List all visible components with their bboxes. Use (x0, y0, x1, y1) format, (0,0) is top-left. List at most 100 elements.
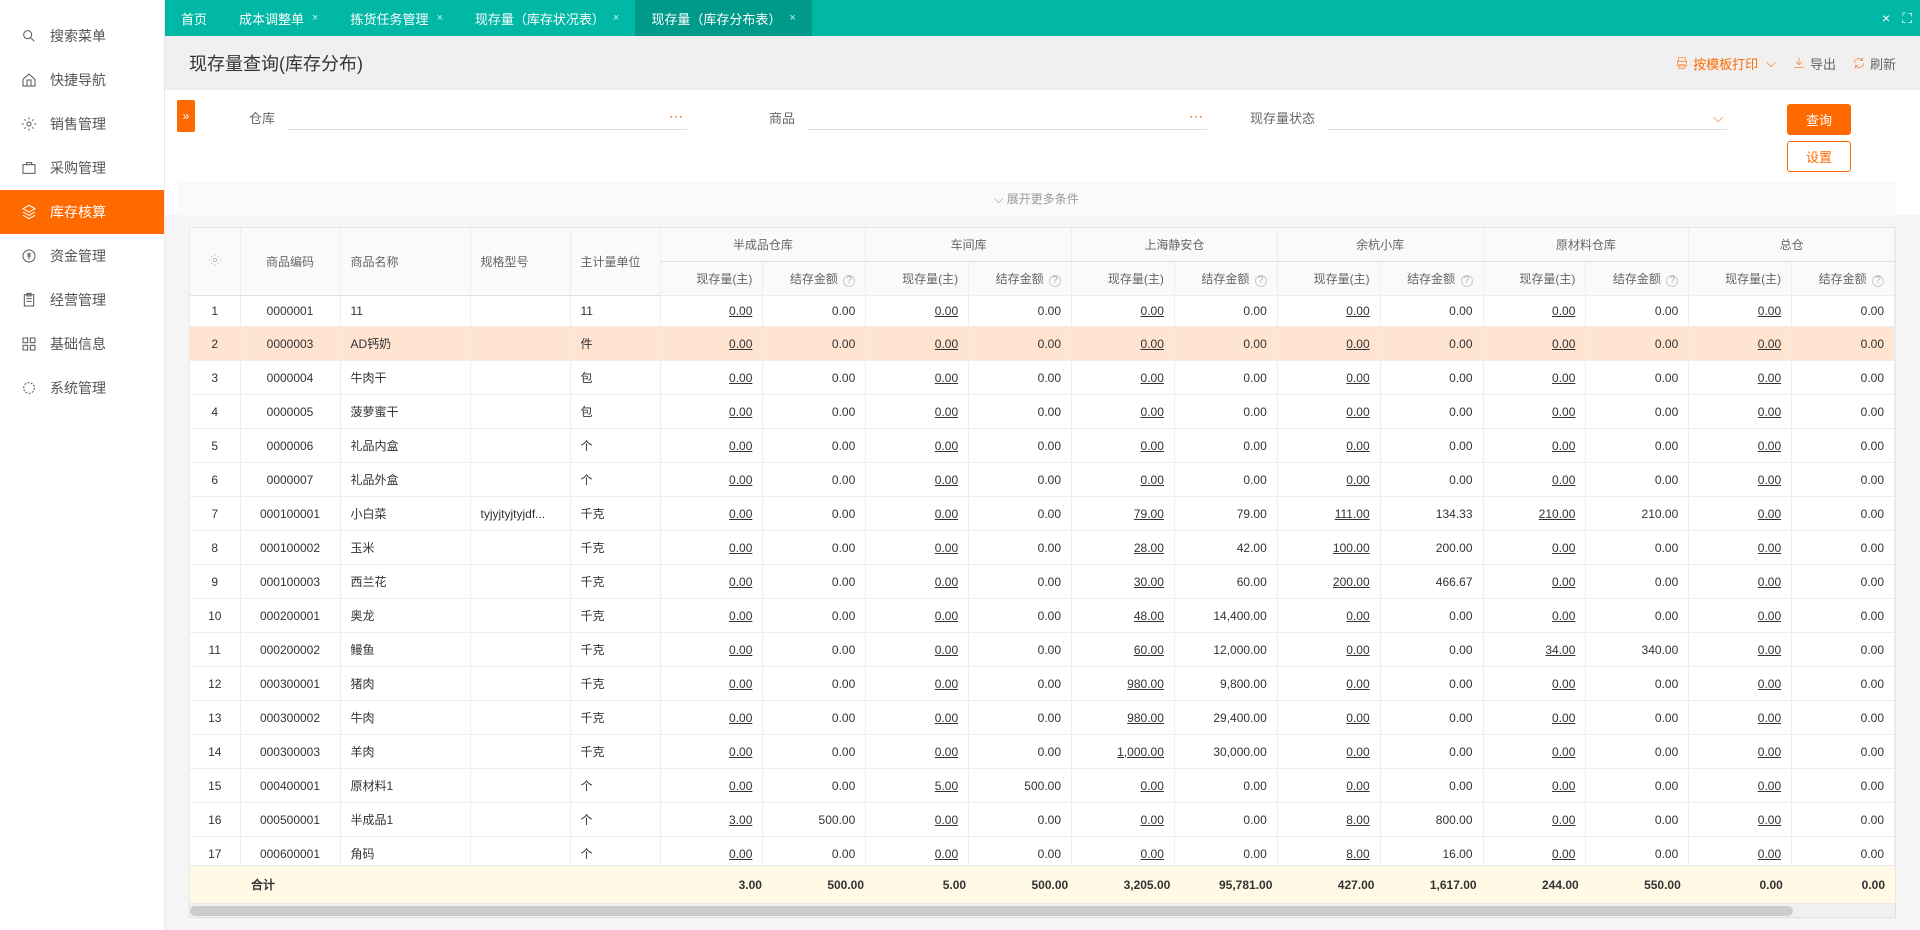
cell-value[interactable]: 0.00 (660, 296, 763, 327)
table-row[interactable]: 7000100001小白菜tyjyjtyjtyjdf...千克0.000.000… (190, 497, 1895, 531)
cell-value[interactable]: 0.00 (660, 429, 763, 463)
cell-value[interactable]: 0.00 (1689, 769, 1792, 803)
cell-value[interactable]: 0.00 (866, 395, 969, 429)
cell-value[interactable]: 0.00 (866, 633, 969, 667)
cell-value[interactable]: 0.00 (1483, 701, 1586, 735)
cell-value[interactable]: 8.00 (1277, 837, 1380, 867)
cell-value[interactable]: 0.00 (866, 803, 969, 837)
cell-value[interactable]: 0.00 (1277, 667, 1380, 701)
help-icon[interactable]: ? (1049, 275, 1061, 287)
cell-value[interactable]: 0.00 (1689, 395, 1792, 429)
cell-value[interactable]: 0.00 (660, 361, 763, 395)
tab-4[interactable]: 现存量（库存分布表）× (635, 0, 811, 36)
scroll-thumb[interactable] (190, 906, 1793, 916)
cell-value[interactable]: 0.00 (1072, 837, 1175, 867)
help-icon[interactable]: ? (1255, 275, 1267, 287)
cell-value[interactable]: 0.00 (660, 463, 763, 497)
cell-value[interactable]: 0.00 (1689, 296, 1792, 327)
sidebar-item-4[interactable]: 库存核算 (0, 190, 164, 234)
table-row[interactable]: 9000100003西兰花千克0.000.000.000.0030.0060.0… (190, 565, 1895, 599)
table-row[interactable]: 10000200001奥龙千克0.000.000.000.0048.0014,4… (190, 599, 1895, 633)
cell-value[interactable]: 0.00 (1072, 803, 1175, 837)
more-icon[interactable]: ⋯ (1189, 108, 1203, 125)
cell-value[interactable]: 0.00 (1689, 531, 1792, 565)
sidebar-item-8[interactable]: 系统管理 (0, 366, 164, 410)
cell-value[interactable]: 0.00 (1483, 327, 1586, 361)
cell-value[interactable]: 0.00 (866, 735, 969, 769)
cell-value[interactable]: 0.00 (1483, 463, 1586, 497)
cell-value[interactable]: 0.00 (866, 327, 969, 361)
cell-value[interactable]: 0.00 (660, 837, 763, 867)
cell-value[interactable]: 0.00 (660, 327, 763, 361)
cell-value[interactable]: 0.00 (1483, 769, 1586, 803)
cell-value[interactable]: 210.00 (1483, 497, 1586, 531)
cell-value[interactable]: 0.00 (1072, 429, 1175, 463)
horizontal-scrollbar[interactable] (189, 904, 1896, 918)
settings-button[interactable]: 设置 (1787, 141, 1851, 172)
sidebar-item-3[interactable]: 采购管理 (0, 146, 164, 190)
cell-value[interactable]: 0.00 (866, 565, 969, 599)
cell-value[interactable]: 0.00 (660, 531, 763, 565)
cell-value[interactable]: 0.00 (1483, 429, 1586, 463)
cell-value[interactable]: 0.00 (866, 429, 969, 463)
query-button[interactable]: 查询 (1787, 104, 1851, 135)
close-icon[interactable]: × (789, 12, 795, 24)
cell-value[interactable]: 0.00 (1689, 735, 1792, 769)
cell-value[interactable]: 0.00 (866, 667, 969, 701)
cell-value[interactable]: 0.00 (1277, 735, 1380, 769)
cell-value[interactable]: 0.00 (1689, 633, 1792, 667)
cell-value[interactable]: 0.00 (1483, 361, 1586, 395)
tab-1[interactable]: 成本调整单× (223, 0, 334, 36)
cell-value[interactable]: 0.00 (1483, 803, 1586, 837)
sidebar-item-2[interactable]: 销售管理 (0, 102, 164, 146)
cell-value[interactable]: 0.00 (1483, 531, 1586, 565)
cell-value[interactable]: 0.00 (1689, 327, 1792, 361)
cell-value[interactable]: 0.00 (1689, 463, 1792, 497)
help-icon[interactable]: ? (1461, 275, 1473, 287)
cell-value[interactable]: 0.00 (1483, 735, 1586, 769)
table-row[interactable]: 17000600001角码个0.000.000.000.000.000.008.… (190, 837, 1895, 867)
tab-3[interactable]: 现存量（库存状况表）× (459, 0, 635, 36)
help-icon[interactable]: ? (1872, 275, 1884, 287)
sidebar-item-7[interactable]: 基础信息 (0, 322, 164, 366)
cell-value[interactable]: 0.00 (1689, 565, 1792, 599)
cell-value[interactable]: 0.00 (1483, 395, 1586, 429)
cell-value[interactable]: 0.00 (1072, 463, 1175, 497)
cell-value[interactable]: 8.00 (1277, 803, 1380, 837)
cell-value[interactable]: 0.00 (1689, 837, 1792, 867)
cell-value[interactable]: 0.00 (866, 599, 969, 633)
cell-value[interactable]: 34.00 (1483, 633, 1586, 667)
table-row[interactable]: 15000400001原材料1个0.000.005.00500.000.000.… (190, 769, 1895, 803)
cell-value[interactable]: 0.00 (660, 701, 763, 735)
cell-value[interactable]: 0.00 (1277, 395, 1380, 429)
cell-value[interactable]: 0.00 (660, 633, 763, 667)
cell-value[interactable]: 0.00 (1277, 633, 1380, 667)
cell-value[interactable]: 0.00 (660, 599, 763, 633)
refresh-button[interactable]: 刷新 (1852, 54, 1896, 73)
tab-0[interactable]: 首页 (165, 0, 223, 36)
product-input[interactable]: ⋯ (807, 104, 1207, 130)
cell-value[interactable]: 0.00 (1689, 667, 1792, 701)
cell-value[interactable]: 79.00 (1072, 497, 1175, 531)
table-row[interactable]: 12000300001猪肉千克0.000.000.000.00980.009,8… (190, 667, 1895, 701)
cell-value[interactable]: 0.00 (866, 361, 969, 395)
cell-value[interactable]: 0.00 (1277, 296, 1380, 327)
cell-value[interactable]: 100.00 (1277, 531, 1380, 565)
cell-value[interactable]: 0.00 (866, 296, 969, 327)
more-icon[interactable]: ⋯ (669, 108, 683, 125)
sidebar-item-0[interactable]: 搜索菜单 (0, 14, 164, 58)
cell-value[interactable]: 0.00 (1277, 429, 1380, 463)
cell-value[interactable]: 111.00 (1277, 497, 1380, 531)
cell-value[interactable]: 5.00 (866, 769, 969, 803)
close-all-icon[interactable]: × (1882, 10, 1890, 27)
table-row[interactable]: 20000003AD钙奶件0.000.000.000.000.000.000.0… (190, 327, 1895, 361)
cell-value[interactable]: 3.00 (660, 803, 763, 837)
chevron-down-icon[interactable]: ⌵ (1713, 110, 1723, 126)
sidebar-item-6[interactable]: 经营管理 (0, 278, 164, 322)
cell-value[interactable]: 0.00 (1483, 837, 1586, 867)
cell-value[interactable]: 0.00 (660, 667, 763, 701)
table-row[interactable]: 16000500001半成品1个3.00500.000.000.000.000.… (190, 803, 1895, 837)
cell-value[interactable]: 1,000.00 (1072, 735, 1175, 769)
cell-value[interactable]: 200.00 (1277, 565, 1380, 599)
cell-value[interactable]: 0.00 (1689, 361, 1792, 395)
